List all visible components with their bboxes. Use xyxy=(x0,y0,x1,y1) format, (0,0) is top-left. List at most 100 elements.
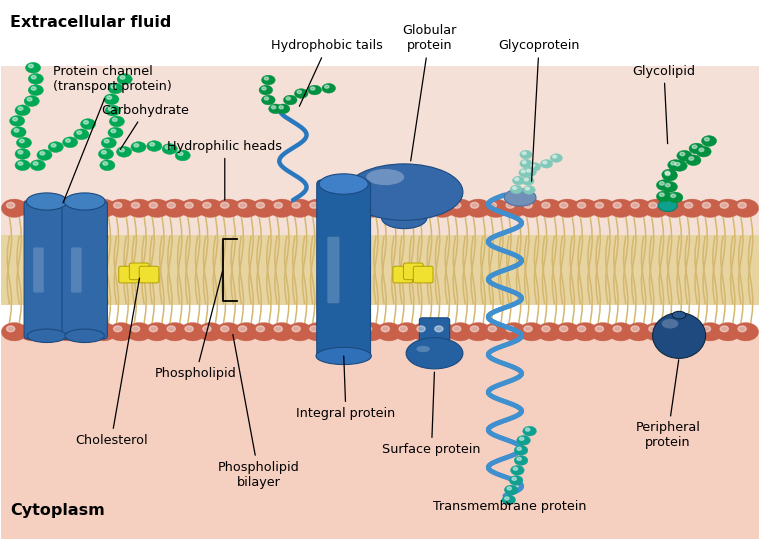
Circle shape xyxy=(346,202,353,208)
Circle shape xyxy=(109,116,125,127)
Circle shape xyxy=(524,178,528,181)
Circle shape xyxy=(96,326,104,332)
Circle shape xyxy=(537,322,562,341)
Circle shape xyxy=(261,95,275,105)
Text: Peripheral
protein: Peripheral protein xyxy=(635,360,700,449)
Circle shape xyxy=(705,138,709,141)
Text: Surface protein: Surface protein xyxy=(382,372,481,456)
Circle shape xyxy=(305,199,331,218)
Circle shape xyxy=(185,326,193,332)
Circle shape xyxy=(519,437,524,440)
Circle shape xyxy=(2,199,27,218)
Circle shape xyxy=(483,199,509,218)
Circle shape xyxy=(40,152,45,155)
Circle shape xyxy=(340,199,366,218)
Circle shape xyxy=(165,146,170,149)
Circle shape xyxy=(520,150,532,159)
Text: Phospholipid: Phospholipid xyxy=(155,271,237,380)
Circle shape xyxy=(417,326,425,332)
Circle shape xyxy=(55,322,81,341)
Circle shape xyxy=(78,326,86,332)
Circle shape xyxy=(30,160,46,171)
Circle shape xyxy=(733,322,758,341)
Text: Hydrophobic tails: Hydrophobic tails xyxy=(271,39,383,106)
Circle shape xyxy=(613,202,622,208)
Circle shape xyxy=(37,322,63,341)
Circle shape xyxy=(203,326,211,332)
Circle shape xyxy=(256,326,264,332)
Circle shape xyxy=(506,202,515,208)
Circle shape xyxy=(519,199,544,218)
Circle shape xyxy=(20,139,24,143)
Circle shape xyxy=(180,322,205,341)
Circle shape xyxy=(10,116,25,126)
Text: Integral protein: Integral protein xyxy=(296,356,395,420)
Circle shape xyxy=(101,138,116,148)
Circle shape xyxy=(19,322,45,341)
Circle shape xyxy=(578,202,586,208)
Circle shape xyxy=(149,326,157,332)
Circle shape xyxy=(412,199,438,218)
FancyBboxPatch shape xyxy=(139,266,159,283)
Circle shape xyxy=(506,326,515,332)
Circle shape xyxy=(126,322,152,341)
Circle shape xyxy=(51,144,56,147)
FancyBboxPatch shape xyxy=(413,266,433,283)
Text: Phospholipid
bilayer: Phospholipid bilayer xyxy=(218,334,299,489)
Circle shape xyxy=(522,161,526,164)
Ellipse shape xyxy=(65,329,104,342)
Bar xyxy=(2,235,758,305)
Circle shape xyxy=(7,202,14,208)
FancyBboxPatch shape xyxy=(24,201,69,339)
Circle shape xyxy=(513,467,518,470)
FancyBboxPatch shape xyxy=(62,201,107,339)
Circle shape xyxy=(233,199,259,218)
Circle shape xyxy=(515,178,519,180)
Circle shape xyxy=(175,150,190,161)
Circle shape xyxy=(527,170,530,172)
Circle shape xyxy=(113,202,122,208)
Circle shape xyxy=(649,202,657,208)
Circle shape xyxy=(523,426,537,436)
Circle shape xyxy=(699,148,704,152)
Ellipse shape xyxy=(346,164,463,220)
Circle shape xyxy=(162,144,177,154)
Circle shape xyxy=(671,161,676,165)
Circle shape xyxy=(107,96,112,99)
Circle shape xyxy=(685,326,692,332)
Circle shape xyxy=(251,199,277,218)
Circle shape xyxy=(287,322,312,341)
Circle shape xyxy=(24,202,33,208)
Circle shape xyxy=(502,495,515,505)
Circle shape xyxy=(572,199,598,218)
Circle shape xyxy=(512,176,524,185)
Circle shape xyxy=(513,187,517,190)
Circle shape xyxy=(99,148,113,159)
Circle shape xyxy=(667,202,675,208)
Circle shape xyxy=(675,163,680,166)
Circle shape xyxy=(287,97,290,100)
Circle shape xyxy=(340,322,366,341)
Circle shape xyxy=(657,180,672,191)
Circle shape xyxy=(720,326,728,332)
Circle shape xyxy=(488,202,496,208)
Circle shape xyxy=(665,171,670,174)
Circle shape xyxy=(271,106,276,109)
Circle shape xyxy=(668,160,683,170)
Circle shape xyxy=(15,160,30,171)
Circle shape xyxy=(294,89,308,98)
Circle shape xyxy=(512,477,516,481)
Circle shape xyxy=(134,144,139,147)
Circle shape xyxy=(239,326,247,332)
Circle shape xyxy=(26,63,40,73)
Circle shape xyxy=(131,141,146,152)
Circle shape xyxy=(84,120,88,124)
Circle shape xyxy=(261,75,275,85)
Circle shape xyxy=(105,105,120,116)
Circle shape xyxy=(37,199,63,218)
Circle shape xyxy=(167,202,176,208)
Circle shape xyxy=(517,447,521,450)
Circle shape xyxy=(120,76,125,79)
Circle shape xyxy=(679,322,705,341)
Circle shape xyxy=(203,202,211,208)
